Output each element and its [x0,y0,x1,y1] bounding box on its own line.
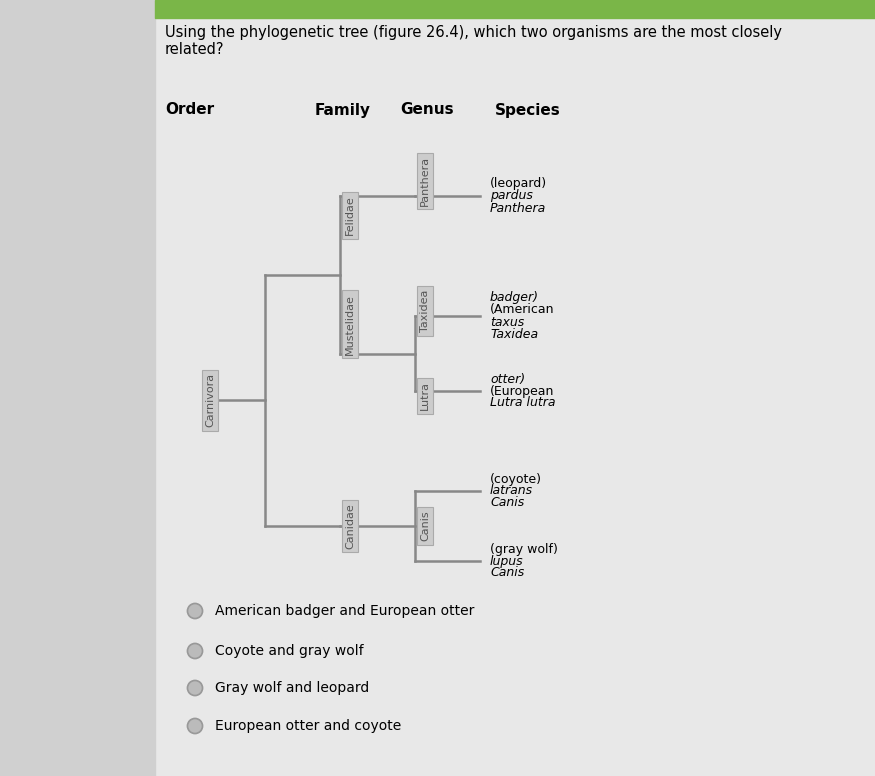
Text: badger): badger) [490,292,539,304]
Text: (European: (European [490,384,555,397]
Text: Lutra lutra: Lutra lutra [490,397,556,410]
Text: Taxidea: Taxidea [490,327,538,341]
Text: Panthera: Panthera [490,202,546,214]
Text: Carnivora: Carnivora [205,373,215,428]
Text: otter): otter) [490,372,525,386]
Text: Gray wolf and leopard: Gray wolf and leopard [215,681,369,695]
Circle shape [187,681,202,695]
Text: Felidae: Felidae [345,196,355,235]
Text: Canis: Canis [420,511,430,542]
Bar [0,0,155,776]
Bar [155,0,875,18]
Text: Genus: Genus [400,102,453,117]
Text: Taxidea: Taxidea [420,289,430,332]
Circle shape [187,719,202,733]
Text: Family: Family [315,102,371,117]
Circle shape [187,604,202,618]
Text: latrans: latrans [490,484,533,497]
Text: pardus: pardus [490,189,533,203]
Text: Mustelidae: Mustelidae [345,293,355,355]
Text: Canis: Canis [490,497,524,510]
Text: Coyote and gray wolf: Coyote and gray wolf [215,644,364,658]
Text: Species: Species [495,102,561,117]
Text: Canis: Canis [490,566,524,580]
Text: (American: (American [490,303,555,317]
Text: Lutra: Lutra [420,382,430,411]
Text: American badger and European otter: American badger and European otter [215,604,474,618]
Text: taxus: taxus [490,316,524,328]
Text: Order: Order [165,102,214,117]
Text: Panthera: Panthera [420,156,430,206]
Text: lupus: lupus [490,555,523,567]
Text: Canidae: Canidae [345,503,355,549]
Text: European otter and coyote: European otter and coyote [215,719,402,733]
Text: Using the phylogenetic tree (figure 26.4), which two organisms are the most clos: Using the phylogenetic tree (figure 26.4… [165,25,782,57]
Text: (coyote): (coyote) [490,473,542,486]
Text: (gray wolf): (gray wolf) [490,542,558,556]
Text: (leopard): (leopard) [490,178,547,190]
Circle shape [187,643,202,659]
